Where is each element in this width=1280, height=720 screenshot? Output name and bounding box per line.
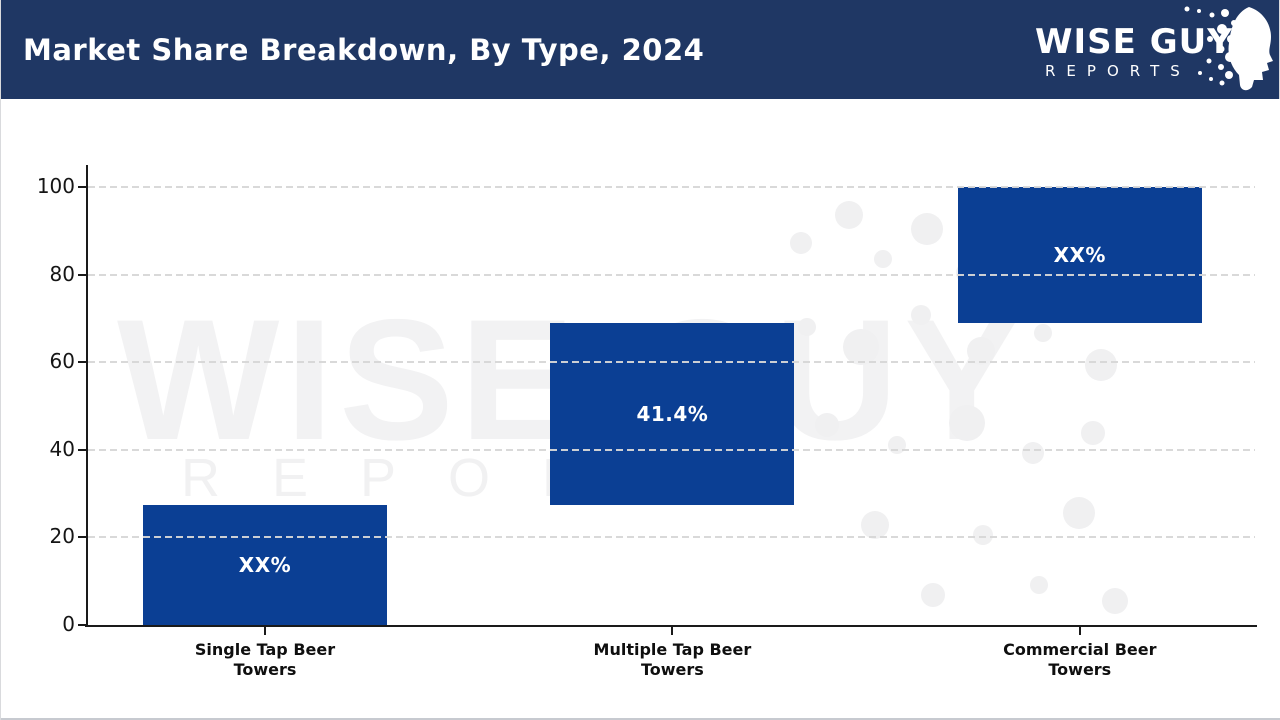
y-tick-label: 0 (62, 612, 75, 636)
gridline-y-80 (88, 273, 1255, 276)
y-tick-label: 20 (49, 524, 75, 549)
x-category-label-line2: Towers (233, 660, 297, 679)
y-tick-mark (78, 186, 86, 188)
logo-subtext: REPORTS (1045, 62, 1191, 80)
chart-area: WISE GUY REPORTS 0 20 40 60 8 (1, 99, 1280, 720)
footer-divider-line (1, 718, 1280, 720)
logo-wordmark: WISE GUY (1035, 22, 1233, 62)
x-category-label-line1: Commercial Beer (1003, 640, 1157, 659)
x-category-label: Single Tap Beer Towers (125, 640, 405, 680)
x-category-label-line2: Towers (640, 660, 704, 679)
gridline-y-100 (88, 186, 1255, 188)
y-tick-mark (78, 361, 86, 364)
y-tick-label: 80 (49, 261, 75, 286)
x-category-label-line1: Single Tap Beer (194, 640, 336, 659)
bar-value-label: 41.4% (636, 401, 709, 426)
y-tick-mark (78, 448, 86, 451)
y-tick-mark (78, 624, 86, 626)
gridline-y-60 (88, 361, 1255, 364)
y-tick-label: 100 (36, 174, 75, 198)
y-tick-label: 40 (49, 436, 75, 461)
gridline-y-20 (88, 536, 1255, 539)
y-tick-mark (78, 536, 86, 539)
x-category-label-line2: Towers (1048, 660, 1112, 679)
logo-head-icon (1184, 6, 1273, 91)
x-category-label-line1: Multiple Tap Beer (593, 640, 752, 659)
gridline-y-40 (88, 448, 1255, 451)
header-band: Market Share Breakdown, By Type, 2024 WI… (1, 0, 1279, 99)
wise-guy-reports-logo: WISE GUY REPORTS (1035, 6, 1273, 91)
x-tick-mark (671, 627, 674, 635)
y-axis-line (86, 165, 88, 627)
bar-value-label: XX% (238, 552, 292, 577)
bar-segment-1: XX% (143, 504, 387, 625)
bar-segment-3: XX% (957, 187, 1202, 324)
x-tick-mark (264, 627, 266, 635)
x-category-label: Multiple Tap Beer Towers (532, 640, 812, 680)
bar-value-label: XX% (1053, 243, 1106, 268)
x-category-label: Commercial Beer Towers (940, 640, 1220, 680)
y-tick-mark (78, 273, 86, 276)
x-axis-line (85, 625, 1257, 627)
bar-segment-2: 41.4% (550, 323, 795, 505)
page-title: Market Share Breakdown, By Type, 2024 (23, 32, 705, 67)
x-tick-mark (1078, 627, 1081, 635)
y-tick-label: 60 (49, 349, 75, 374)
